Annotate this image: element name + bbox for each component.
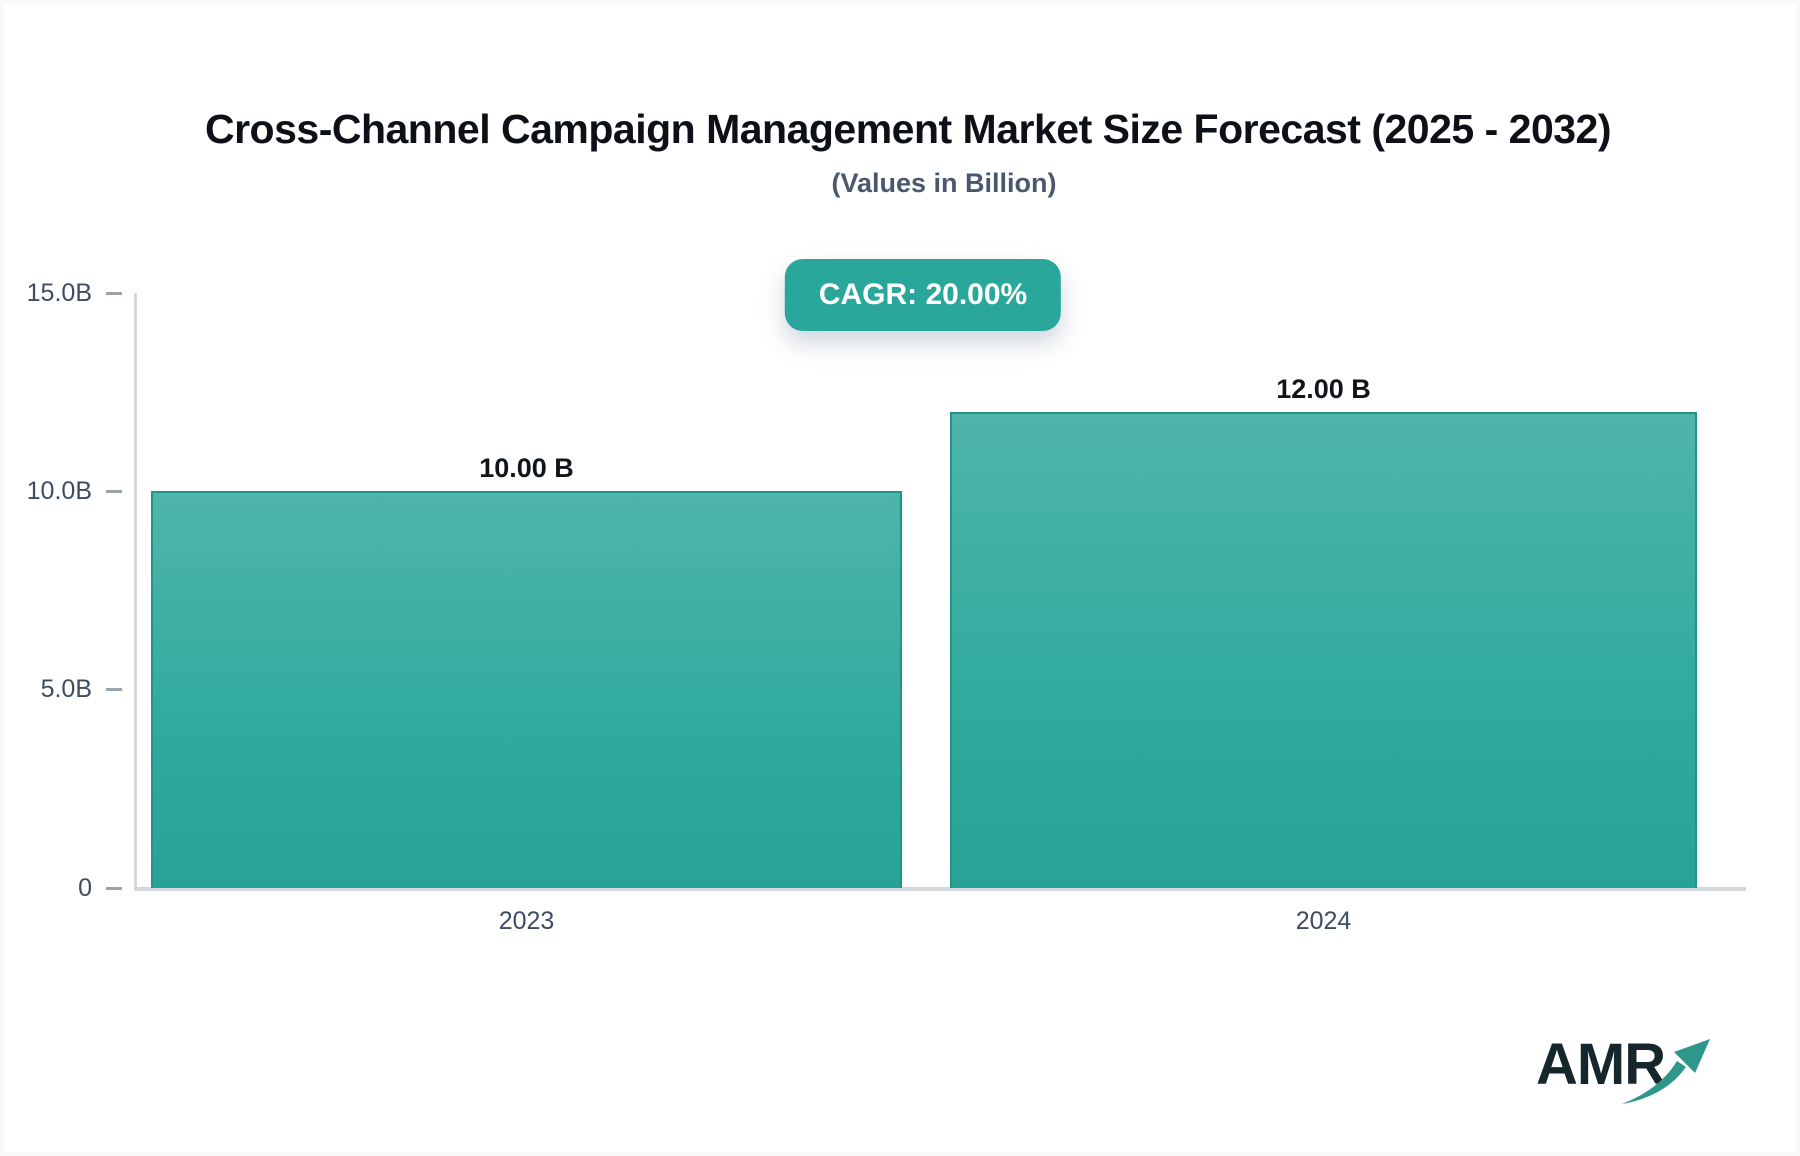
y-tick-label: 15.0B [26,278,92,307]
y-tick-dash [106,489,122,493]
growth-arrow-icon [1622,1039,1710,1104]
y-tick-dash [106,688,122,692]
chart-title: Cross-Channel Campaign Management Market… [204,106,1612,152]
bar-value-label: 12.00 B [1276,374,1371,404]
y-tick-label: 10.0B [26,476,92,505]
chart-subtitle: (Values in Billion) [831,168,1057,198]
bar-2024 [950,412,1697,888]
x-axis-line [134,887,1746,891]
y-tick-dash [106,291,122,295]
x-tick-label: 2023 [498,907,555,935]
y-tick-label: 0 [78,873,92,902]
y-tick-dash [106,886,122,890]
y-tick-label: 5.0B [40,675,92,704]
bar-value-label: 10.00 B [479,453,574,484]
cagr-badge: CAGR: 20.00% [784,259,1062,331]
amr-logo-text: AMR [1536,1032,1666,1097]
y-axis-line [134,293,137,888]
bar-2023 [151,491,902,888]
plot-area: 15.0B 10.0B 5.0B 0 10.00 B 2023 12.00 B 2024 [4,4,1796,1152]
amr-logo: AMR [1536,1034,1716,1114]
x-tick-label: 2024 [1295,907,1352,935]
